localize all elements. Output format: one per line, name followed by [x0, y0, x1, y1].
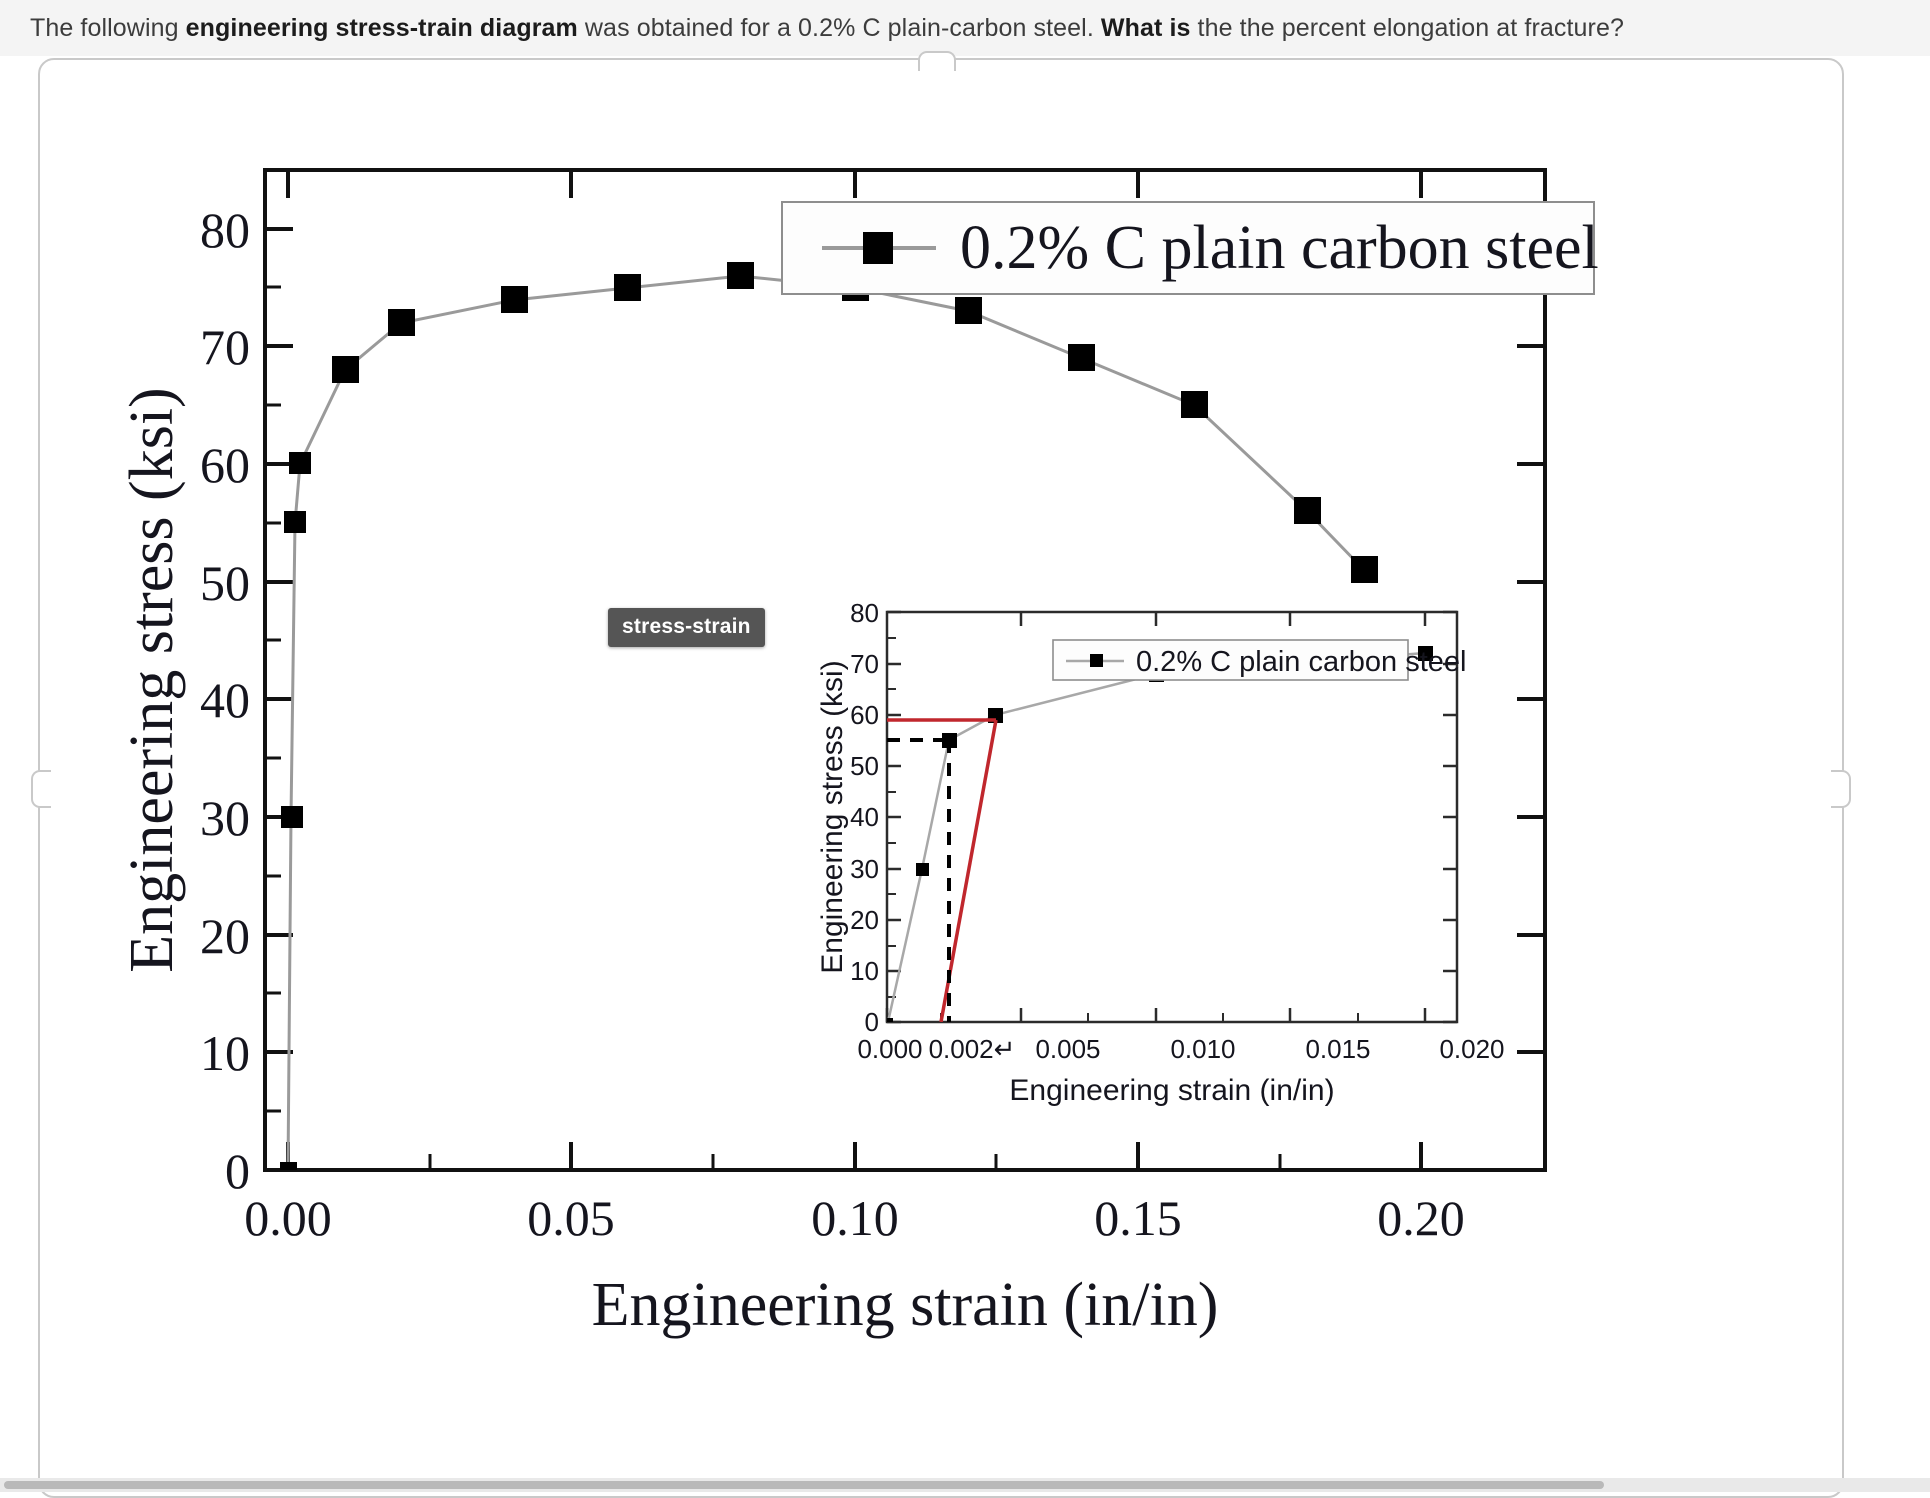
main-legend: 0.2% C plain carbon steel: [781, 201, 1599, 295]
inset-marker-5: [1418, 646, 1433, 661]
inset-ytick-0: 0: [865, 1007, 879, 1037]
inset-ytick-40: 40: [850, 802, 879, 832]
inset-xtick-0005: 0.005: [1035, 1034, 1100, 1064]
inset-ytick-60: 60: [850, 700, 879, 730]
main-ytick-80: 80: [200, 202, 250, 258]
card-notch-left: [31, 770, 51, 808]
question-bold-term-1: engineering stress-train diagram: [185, 13, 578, 42]
question-middle: was obtained for a 0.2% C plain-carbon s…: [577, 13, 1101, 42]
main-marker-11: [1068, 344, 1095, 371]
inset-y-axis-title: Engineering stress (ksi): [816, 660, 849, 973]
main-x-axis-title: Engineering strain (in/in): [592, 1271, 1219, 1339]
main-marker-8: [727, 262, 754, 289]
main-legend-marker: [863, 232, 893, 264]
question-prefix: The following: [30, 13, 186, 42]
main-marker-0: [280, 1162, 297, 1170]
inset-xtick-0020: 0.020: [1439, 1034, 1504, 1064]
question-bold-term-2: What is: [1100, 13, 1191, 42]
question-text: The following engineering stress-train d…: [30, 14, 1624, 43]
main-marker-7: [614, 274, 641, 301]
inset-legend-label: 0.2% C plain carbon steel: [1136, 646, 1466, 678]
inset-ytick-80: 80: [850, 598, 879, 628]
main-marker-14: [1351, 556, 1378, 583]
question-suffix: the the percent elongation at fracture?: [1190, 13, 1624, 42]
main-ytick-40: 40: [200, 672, 250, 728]
main-marker-3: [289, 452, 311, 474]
inset-xtick-0000: 0.000: [857, 1034, 922, 1064]
main-marker-6: [501, 286, 528, 313]
inset-legend: 0.2% C plain carbon steel: [1052, 639, 1466, 681]
main-xtick-010: 0.10: [811, 1190, 899, 1246]
main-ytick-0: 0: [225, 1143, 250, 1199]
question-prompt-bar: The following engineering stress-train d…: [0, 0, 1930, 56]
main-marker-2: [284, 511, 306, 533]
inset-y-tick-labels: 0 10 20 30 40 50 60 70 80: [850, 598, 879, 1037]
horizontal-scrollbar[interactable]: [0, 1478, 1930, 1492]
main-ytick-20: 20: [200, 908, 250, 964]
inset-legend-marker: [1090, 654, 1103, 667]
main-xtick-015: 0.15: [1094, 1190, 1182, 1246]
main-y-tick-labels: 0 10 20 30 40 50 60 70 80: [200, 202, 250, 1199]
main-marker-5: [388, 309, 415, 336]
stress-strain-figure[interactable]: 0 10 20 30 40 50 60 70 80: [100, 110, 1800, 1460]
main-marker-13: [1294, 497, 1321, 524]
main-ytick-50: 50: [200, 555, 250, 611]
inset-ytick-70: 70: [850, 649, 879, 679]
main-xtick-020: 0.20: [1377, 1190, 1465, 1246]
inset-plot: 0 10 20 30 40 50 60 70 80: [816, 598, 1505, 1107]
inset-ytick-20: 20: [850, 905, 879, 935]
main-x-tick-labels: 0.00 0.05 0.10 0.15 0.20: [244, 1190, 1465, 1246]
inset-x-axis: [885, 612, 1427, 1022]
proportional-limit-dashed: [887, 738, 951, 1022]
main-xtick-000: 0.00: [244, 1190, 332, 1246]
horizontal-scrollbar-thumb[interactable]: [4, 1481, 1604, 1489]
card-notch-right: [1831, 770, 1851, 808]
inset-marker-1: [916, 863, 929, 876]
inset-xtick-0010: 0.010: [1170, 1034, 1235, 1064]
inset-x-axis-title: Engineering strain (in/in): [1009, 1074, 1334, 1107]
main-marker-10: [955, 297, 982, 324]
stress-strain-chart: 0 10 20 30 40 50 60 70 80: [118, 168, 1599, 1339]
main-legend-label: 0.2% C plain carbon steel: [960, 214, 1599, 282]
inset-ytick-10: 10: [850, 956, 879, 986]
main-ytick-30: 30: [200, 790, 250, 846]
inset-xtick-0015: 0.015: [1305, 1034, 1370, 1064]
card-notch-top: [918, 51, 956, 71]
main-marker-1: [281, 806, 303, 828]
inset-ytick-50: 50: [850, 751, 879, 781]
main-ytick-60: 60: [200, 437, 250, 493]
inset-x-tick-labels: 0.000 0.002↵ 0.005 0.010 0.015 0.020: [857, 1034, 1504, 1064]
main-xtick-005: 0.05: [527, 1190, 615, 1246]
main-ytick-70: 70: [200, 319, 250, 375]
main-ytick-10: 10: [200, 1025, 250, 1081]
main-y-axis-title: Engineering stress (ksi): [118, 387, 186, 972]
main-marker-4: [332, 356, 359, 383]
inset-ytick-30: 30: [850, 854, 879, 884]
main-marker-12: [1181, 391, 1208, 418]
inset-xtick-0002: 0.002↵: [929, 1034, 1016, 1064]
inset-marker-0: [887, 1018, 893, 1022]
answer-content-card: 0 10 20 30 40 50 60 70 80: [31, 51, 1851, 1498]
stress-strain-tooltip-badge[interactable]: stress-strain: [608, 608, 765, 647]
